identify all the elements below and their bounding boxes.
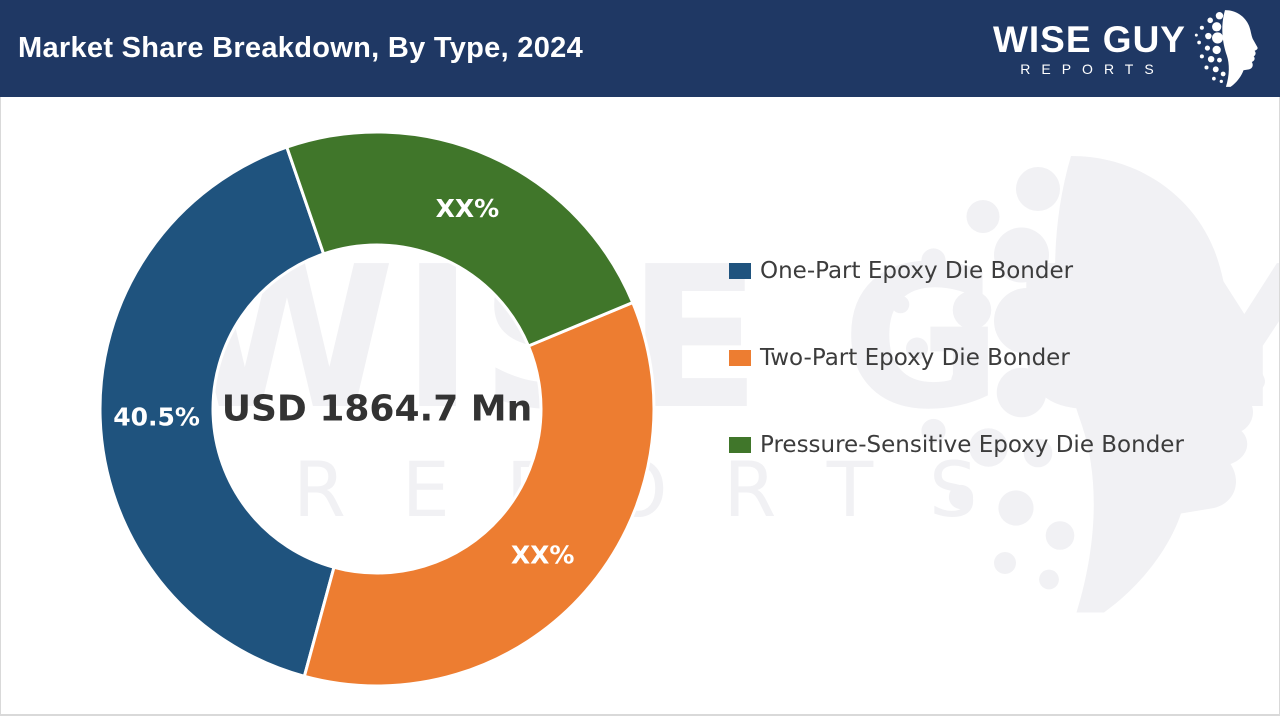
legend-swatch-one-part [729,263,751,279]
legend-label-one-part: One-Part Epoxy Die Bonder [760,258,1074,284]
segment-percentage-label-two-part: XX% [511,541,575,570]
logo-text: WISE GUY REPORTS [993,21,1186,76]
logo-wordmark: WISE GUY [992,19,1186,60]
chart-area: WISE GUY REPORTS 40.5% XX% XX% USD 1864.7 … [0,97,1280,716]
legend-item-pressure-sensitive: Pressure-Sensitive Epoxy Die Bonder [729,429,1184,461]
donut-segment-two-part [302,300,656,688]
segment-percentage-label-one-part: 40.5% [113,402,200,431]
legend-swatch-pressure-sensitive [729,437,751,453]
header-bar: Market Share Breakdown, By Type, 2024 WI… [0,0,1280,97]
donut-chart: 40.5% XX% XX% [98,130,656,688]
page-title: Market Share Breakdown, By Type, 2024 [18,32,584,64]
wiseguy-face-icon [1188,7,1262,91]
legend-label-two-part: Two-Part Epoxy Die Bonder [760,345,1070,371]
legend-label-pressure-sensitive: Pressure-Sensitive Epoxy Die Bonder [760,432,1184,458]
legend: One-Part Epoxy Die Bonder Two-Part Epoxy… [729,255,1184,516]
legend-swatch-two-part [729,350,751,366]
donut-segment-pressure-sensitive [284,130,635,348]
legend-item-two-part: Two-Part Epoxy Die Bonder [729,342,1184,374]
wise-guy-logo: WISE GUY REPORTS [993,7,1262,91]
donut-center-value: USD 1864.7 Mn [221,388,533,430]
legend-item-one-part: One-Part Epoxy Die Bonder [729,255,1184,287]
segment-percentage-label-pressure-sensitive: XX% [436,194,500,223]
logo-subtitle: REPORTS [1020,61,1165,77]
donut-segment-one-part [98,145,336,679]
